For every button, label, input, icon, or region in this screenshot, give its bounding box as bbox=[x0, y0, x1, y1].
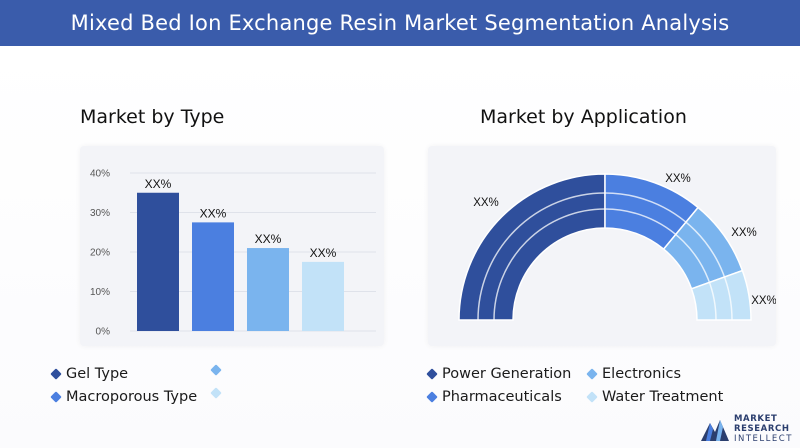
bar bbox=[302, 261, 344, 331]
legend-diamond-icon bbox=[210, 387, 222, 399]
y-tick-label: 40% bbox=[90, 169, 110, 180]
application-legend: Power Generation Electronics Pharmaceuti… bbox=[426, 366, 728, 412]
y-tick-label: 10% bbox=[90, 287, 110, 298]
bar bbox=[247, 248, 289, 331]
bar-data-label: XX% bbox=[255, 232, 282, 246]
legend-item-gel-type: Gel Type bbox=[50, 366, 129, 382]
bar-data-label: XX% bbox=[145, 177, 172, 191]
legend-diamond-icon bbox=[586, 391, 598, 403]
page-title: Mixed Bed Ion Exchange Resin Market Segm… bbox=[70, 11, 730, 35]
logo-text-line1: MARKET bbox=[734, 414, 778, 424]
slice-data-label: XX% bbox=[473, 197, 499, 209]
logo-text-line2: RESEARCH bbox=[734, 424, 790, 434]
donut-slice bbox=[690, 269, 752, 321]
donut-slice bbox=[458, 173, 606, 321]
application-donut-chart: XX% XX% XX% XX% bbox=[458, 173, 777, 321]
ring-separator bbox=[477, 192, 733, 321]
legend-item-pharmaceuticals: Pharmaceuticals bbox=[426, 389, 562, 405]
bar-data-label: XX% bbox=[200, 206, 227, 220]
header-bar: Mixed Bed Ion Exchange Resin Market Segm… bbox=[0, 0, 800, 46]
legend-diamond-icon bbox=[426, 368, 438, 380]
legend-label: Water Treatment bbox=[602, 389, 724, 405]
bar bbox=[137, 192, 179, 331]
y-tick-label: 0% bbox=[96, 327, 111, 338]
application-chart-card: XX% XX% XX% XX% bbox=[428, 146, 777, 346]
legend-item-type-3 bbox=[210, 364, 226, 376]
logo-text-line3: INTELLECT bbox=[734, 434, 793, 444]
legend-diamond-icon bbox=[50, 391, 62, 403]
y-tick-label: 30% bbox=[90, 208, 110, 219]
legend-item-power-generation: Power Generation bbox=[426, 366, 572, 382]
application-chart-title: Market by Application bbox=[480, 106, 687, 128]
type-bar-chart: 0% 10% 20% 30% 40% XX% XX% XX% XX% bbox=[90, 169, 376, 338]
mountain-logo-icon bbox=[701, 420, 729, 441]
legend-diamond-icon bbox=[426, 391, 438, 403]
legend-label: Power Generation bbox=[442, 366, 572, 382]
type-legend: Gel Type Macroporous Type bbox=[50, 364, 352, 412]
legend-item-type-4 bbox=[210, 387, 226, 399]
slice-data-label: XX% bbox=[731, 227, 757, 239]
type-chart-title: Market by Type bbox=[80, 106, 225, 128]
legend-item-electronics: Electronics bbox=[586, 366, 682, 382]
legend-diamond-icon bbox=[50, 368, 62, 380]
slice-data-label: XX% bbox=[751, 295, 776, 307]
bar bbox=[192, 222, 234, 331]
legend-diamond-icon bbox=[586, 368, 598, 380]
legend-label: Gel Type bbox=[66, 366, 129, 382]
legend-label: Electronics bbox=[602, 366, 682, 382]
legend-label: Pharmaceuticals bbox=[442, 389, 562, 405]
legend-label: Macroporous Type bbox=[66, 389, 198, 405]
brand-logo: MARKET RESEARCH INTELLECT bbox=[700, 412, 796, 444]
legend-diamond-icon bbox=[210, 364, 222, 376]
y-tick-label: 20% bbox=[90, 248, 110, 259]
type-chart-card: 0% 10% 20% 30% 40% XX% XX% XX% XX% bbox=[80, 146, 384, 346]
slice-data-label: XX% bbox=[665, 173, 691, 185]
bar-data-label: XX% bbox=[310, 246, 337, 260]
legend-item-water-treatment: Water Treatment bbox=[586, 389, 724, 405]
legend-item-macroporous-type: Macroporous Type bbox=[50, 389, 198, 405]
ring-separator bbox=[493, 208, 717, 321]
